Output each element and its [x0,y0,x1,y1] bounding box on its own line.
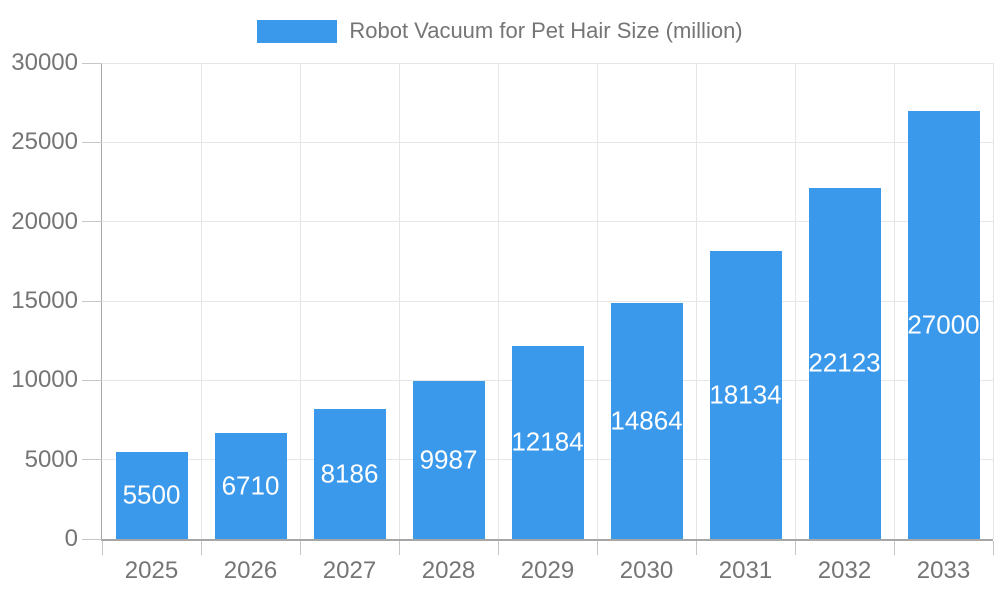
y-axis-tick [82,300,102,302]
bar-value-label: 12184 [511,426,584,457]
gridline-horizontal [102,221,993,223]
bar[interactable]: 6710 [214,432,287,539]
bar-value-label: 8186 [320,458,379,489]
x-axis-tick-label: 2032 [817,557,872,584]
bar[interactable]: 22123 [808,187,881,539]
bar[interactable]: 9987 [412,380,485,539]
gridline-horizontal [102,300,993,302]
y-axis-tick-label: 25000 [11,128,78,156]
y-axis-tick [82,62,102,64]
gridline-horizontal [102,141,993,143]
bar[interactable]: 27000 [907,110,980,539]
plot-area: 5500 6710 8186 9987 12184 14864 18134 22123 2700… [101,62,994,541]
y-axis-tick-label: 10000 [11,366,78,394]
y-axis-tick [82,459,102,461]
bar[interactable]: 5500 [115,451,188,539]
x-axis-tick [992,541,994,555]
x-axis-tick-label: 2025 [124,557,179,584]
gridline-vertical [398,63,400,539]
bar-value-label: 9987 [419,444,478,475]
y-axis-tick [82,221,102,223]
y-axis-tick [82,379,102,381]
y-axis-tick-label: 30000 [11,49,78,76]
x-axis-tick [794,541,796,555]
legend-item[interactable]: Robot Vacuum for Pet Hair Size (million) [0,18,1000,44]
x-axis-tick [101,541,103,555]
bar[interactable]: 14864 [610,303,683,539]
y-axis-tick-label: 5000 [24,445,78,473]
x-axis-tick-label: 2033 [916,557,971,584]
x-axis-tick [299,541,301,555]
bar[interactable]: 18134 [709,251,782,539]
y-axis-tick-label: 15000 [11,287,78,314]
y-axis-tick-label: 0 [64,525,78,552]
bar-value-label: 5500 [122,479,181,510]
x-axis-tick [695,541,697,555]
gridline-vertical [893,63,895,539]
gridline-vertical [596,63,598,539]
y-axis-tick [82,538,102,540]
x-axis-tick [497,541,499,555]
x-axis-tick-label: 2028 [421,557,476,584]
x-axis-tick-label: 2027 [322,557,377,584]
y-axis-tick [82,141,102,143]
x-axis-tick-label: 2031 [718,557,773,584]
x-axis-tick [200,541,202,555]
x-axis-tick [596,541,598,555]
bar[interactable]: 8186 [313,409,386,539]
gridline-horizontal [102,62,993,64]
bar-value-label: 27000 [907,309,980,340]
x-axis-tick-label: 2029 [520,557,575,584]
bar-value-label: 18134 [709,379,782,410]
gridline-vertical [695,63,697,539]
gridline-vertical [299,63,301,539]
bar-value-label: 14864 [610,405,683,436]
bar-value-label: 6710 [221,470,280,501]
x-axis-tick [398,541,400,555]
bar-value-label: 22123 [808,347,881,378]
legend-label: Robot Vacuum for Pet Hair Size (million) [349,18,743,43]
x-axis-tick-label: 2026 [223,557,278,584]
x-axis-tick [893,541,895,555]
y-axis-tick-label: 20000 [11,207,78,235]
gridline-vertical [497,63,499,539]
gridline-vertical [794,63,796,539]
gridline-vertical [992,63,994,539]
bar[interactable]: 12184 [511,345,584,539]
gridline-vertical [200,63,202,539]
legend-swatch [257,19,338,43]
x-axis-tick-label: 2030 [619,557,674,584]
